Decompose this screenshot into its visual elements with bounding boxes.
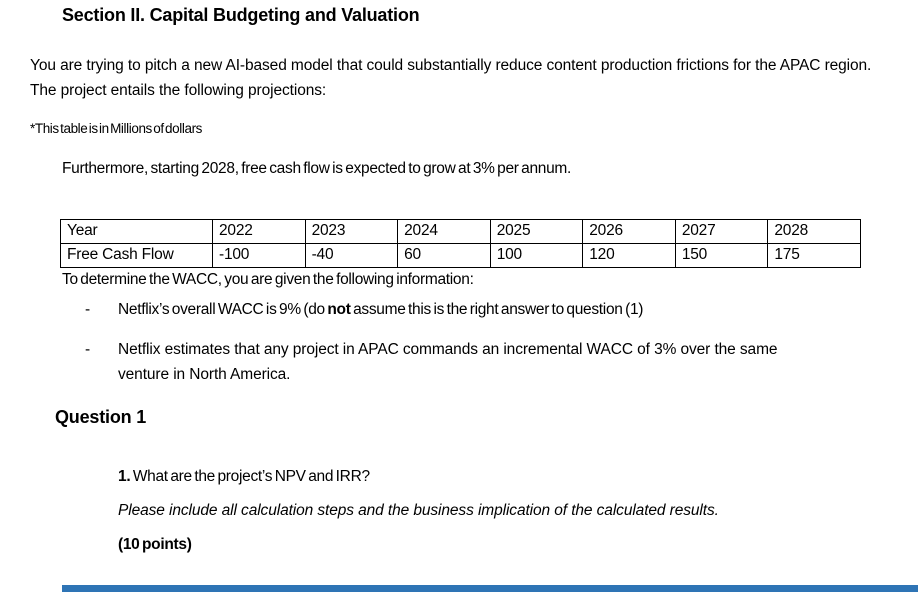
table-cell: 120 [582,243,676,268]
bullet-text: Netflix estimates that any project in AP… [118,341,778,383]
question-heading: Question 1 [55,407,147,427]
bullet-item-apac: - Netflix estimates that any project in … [85,337,825,387]
bullet-dash: - [85,301,90,318]
table-cell: 60 [397,243,491,268]
bullet-dash: - [85,341,91,358]
table-cell: 2026 [582,219,676,244]
table-cell: 100 [489,243,584,268]
bullet-item-wacc: - Netflix’s overall WACC is 9% (do not a… [85,301,875,319]
table-cell: 2022 [212,219,306,244]
table-header-row: Year 2022 2023 2024 2025 2026 2027 2028 [60,219,861,244]
question-instructions: Please include all calculation steps and… [118,502,719,519]
table-cell: 2027 [674,219,769,244]
table-cell: 2025 [489,219,584,244]
table-cell: 2028 [767,219,861,244]
wacc-intro: To determine the WACC, you are given the… [62,271,474,288]
table-cell: -100 [212,243,306,268]
table-cell: Year [60,219,213,244]
table-cell: 150 [674,243,769,268]
section-title: Section II. Capital Budgeting and Valuat… [62,5,420,25]
table-cell: -40 [304,243,399,268]
bullet-text-post: assume this is the right answer to quest… [350,301,644,318]
table-cell: Free Cash Flow [60,243,213,268]
bullet-text-pre: Netflix’s overall WACC is 9% (do [118,301,328,318]
intro-paragraph: You are trying to pitch a new AI-based m… [30,57,872,99]
question-number: 1. [118,468,131,485]
cash-flow-table-wrap: Year 2022 2023 2024 2025 2026 2027 2028 … [60,219,861,268]
table-cell: 2024 [397,219,491,244]
points-label: (10 points) [118,536,192,553]
table-row: Free Cash Flow -100 -40 60 100 120 150 1… [60,243,861,268]
question-text: What are the project’s NPV and IRR? [130,468,370,485]
bullet-text: Netflix’s overall WACC is 9% (do not ass… [118,301,643,319]
question-1-line: 1. What are the project’s NPV and IRR? [118,468,370,486]
cash-flow-table: Year 2022 2023 2024 2025 2026 2027 2028 … [60,219,861,268]
table-cell: 2023 [304,219,399,244]
table-units-note: *This table is in Millions of dollars [30,121,203,136]
page-accent-bar [62,585,918,592]
growth-note: Furthermore, starting 2028, free cash fl… [62,160,572,177]
table-cell: 175 [767,243,861,268]
bullet-text-bold: not [327,301,351,318]
